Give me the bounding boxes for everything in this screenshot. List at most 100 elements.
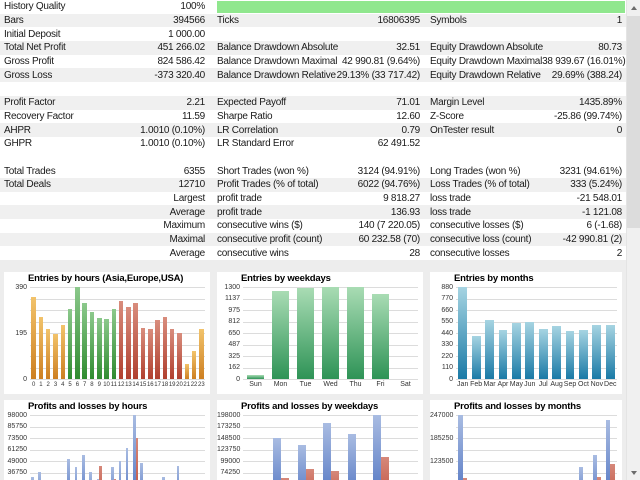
x-axis-tick-label: 22: [190, 382, 198, 388]
loss-bar: [380, 457, 389, 480]
profit-bar: [162, 476, 165, 480]
gridline: [30, 438, 205, 439]
stat-value: 1 000.00: [168, 28, 205, 40]
bar: [538, 328, 548, 379]
stat-value: 60 232.58 (70): [358, 234, 420, 246]
gridline: [30, 379, 205, 380]
x-axis-tick-label: 19: [168, 382, 176, 388]
stat-value: 16806395: [377, 15, 421, 27]
y-axis-tick-label: 110: [441, 364, 453, 371]
stat-row: AHPR 1.0010 (0.10%) LR Correlation 0.79 OnTe…: [0, 123, 626, 137]
bar: [247, 375, 264, 379]
stat-value: Average: [169, 206, 206, 218]
profit-bar: [125, 447, 129, 480]
profit-bar: [458, 415, 463, 480]
bar: [60, 324, 66, 379]
stat-value: 100%: [180, 1, 205, 13]
bar: [347, 287, 364, 379]
bar: [45, 328, 51, 379]
gridline: [243, 438, 418, 439]
stat-label: GHPR: [4, 138, 32, 150]
x-axis-tick-label: Fri: [376, 381, 385, 388]
profit-bar: [297, 445, 306, 480]
x-axis-tick-label: Oct: [578, 381, 589, 388]
stat-label: Profit Factor: [4, 97, 56, 109]
stat-value: 394566: [173, 15, 205, 27]
loss-bar: [596, 477, 602, 480]
stat-value: 136.93: [390, 206, 420, 218]
stat-label: consecutive loss (count): [430, 234, 532, 246]
stat-value: 1: [616, 15, 623, 27]
stat-cell: consecutive losses 2: [426, 248, 626, 259]
y-axis-tick-label: 650: [228, 329, 240, 337]
y-axis-tick-label: 550: [441, 318, 453, 325]
profit-bar: [89, 472, 92, 480]
stat-value: 6 (-1.68): [586, 220, 622, 232]
bar: [458, 287, 468, 379]
stat-value: 32.51: [396, 42, 420, 54]
x-axis-tick-label: 21: [183, 382, 191, 388]
stat-value: 12.60: [396, 110, 420, 122]
y-axis-tick-label: 1300: [224, 283, 240, 291]
stats-table: History Quality 100% Bars 394566 Ticks 168063…: [0, 1, 626, 259]
stat-value: 12710: [178, 179, 205, 191]
stat-value: 0.79: [401, 124, 421, 136]
gridline: [456, 379, 617, 380]
stat-label: OnTester result: [430, 124, 495, 136]
profit-bar: [372, 415, 381, 480]
stat-cell: Recovery Factor 11.59: [0, 111, 213, 122]
stat-row: Maximum consecutive wins ($) 140 (7 220.05…: [0, 219, 626, 233]
vertical-scrollbar[interactable]: [626, 0, 640, 480]
gridline: [30, 472, 205, 474]
profit-bar: [74, 466, 78, 480]
scroll-down-button[interactable]: [627, 465, 640, 480]
bar: [111, 308, 117, 379]
stat-cell: Initial Deposit 1 000.00: [0, 29, 213, 40]
y-axis-tick-label: 880: [441, 283, 453, 291]
gridline: [456, 461, 617, 462]
y-axis-tick-label: 390: [15, 283, 27, 291]
stat-row: Bars 394566 Ticks 16806395 Symbols 1: [0, 13, 626, 28]
y-axis-tick-label: 49000: [7, 457, 27, 465]
stat-cell: Total Trades 6355: [0, 166, 213, 177]
gridline: [456, 287, 617, 288]
y-axis-tick-label: 198000: [217, 411, 241, 419]
stat-value: -21 548.01: [576, 192, 623, 204]
profit-bar: [67, 459, 71, 480]
x-axis-tick-label: 18: [161, 382, 169, 388]
y-axis-tick-label: 61250: [7, 446, 27, 453]
bar: [177, 333, 182, 379]
loss-bar: [99, 465, 102, 480]
x-axis-tick-label: Sun: [249, 381, 262, 388]
loss-bar: [462, 477, 467, 480]
stat-row: GHPR 1.0010 (0.10%) LR Standard Error 62 49…: [0, 137, 626, 151]
scrollbar-thumb[interactable]: [627, 16, 640, 228]
stat-cell: Symbols 1: [426, 15, 626, 26]
stat-row: Gross Loss -373 320.40 Balance Drawdown Re…: [0, 68, 626, 83]
chart-panel-entries-by-months: Entries by months 880 770 660 550 440 330 220 11…: [430, 272, 622, 394]
stat-label: Total Deals: [4, 179, 51, 191]
gridline: [30, 310, 205, 311]
gridline: [30, 287, 205, 288]
profit-bar: [96, 478, 100, 480]
stat-value: 6355: [183, 165, 206, 177]
stat-cell: consecutive wins 28: [213, 248, 426, 259]
stat-label: Gross Profit: [4, 56, 54, 68]
stat-value: 29.13% (33 717.42): [336, 69, 421, 81]
bar: [82, 303, 87, 379]
stat-value: 29.69% (388.24): [551, 69, 622, 81]
bar: [38, 316, 44, 379]
bar: [579, 330, 588, 379]
stat-value: 1.0010 (0.10%): [140, 138, 205, 150]
loss-bar: [113, 478, 117, 480]
gridline: [456, 472, 617, 474]
bar: [104, 319, 109, 379]
scroll-up-button[interactable]: [627, 0, 640, 15]
bar: [89, 312, 95, 379]
y-axis-tick-label: 812: [228, 318, 240, 326]
section-gap: [0, 82, 626, 96]
stat-value: Average: [169, 247, 206, 259]
gridline: [30, 461, 205, 462]
x-axis-tick-label: 3: [53, 382, 58, 388]
